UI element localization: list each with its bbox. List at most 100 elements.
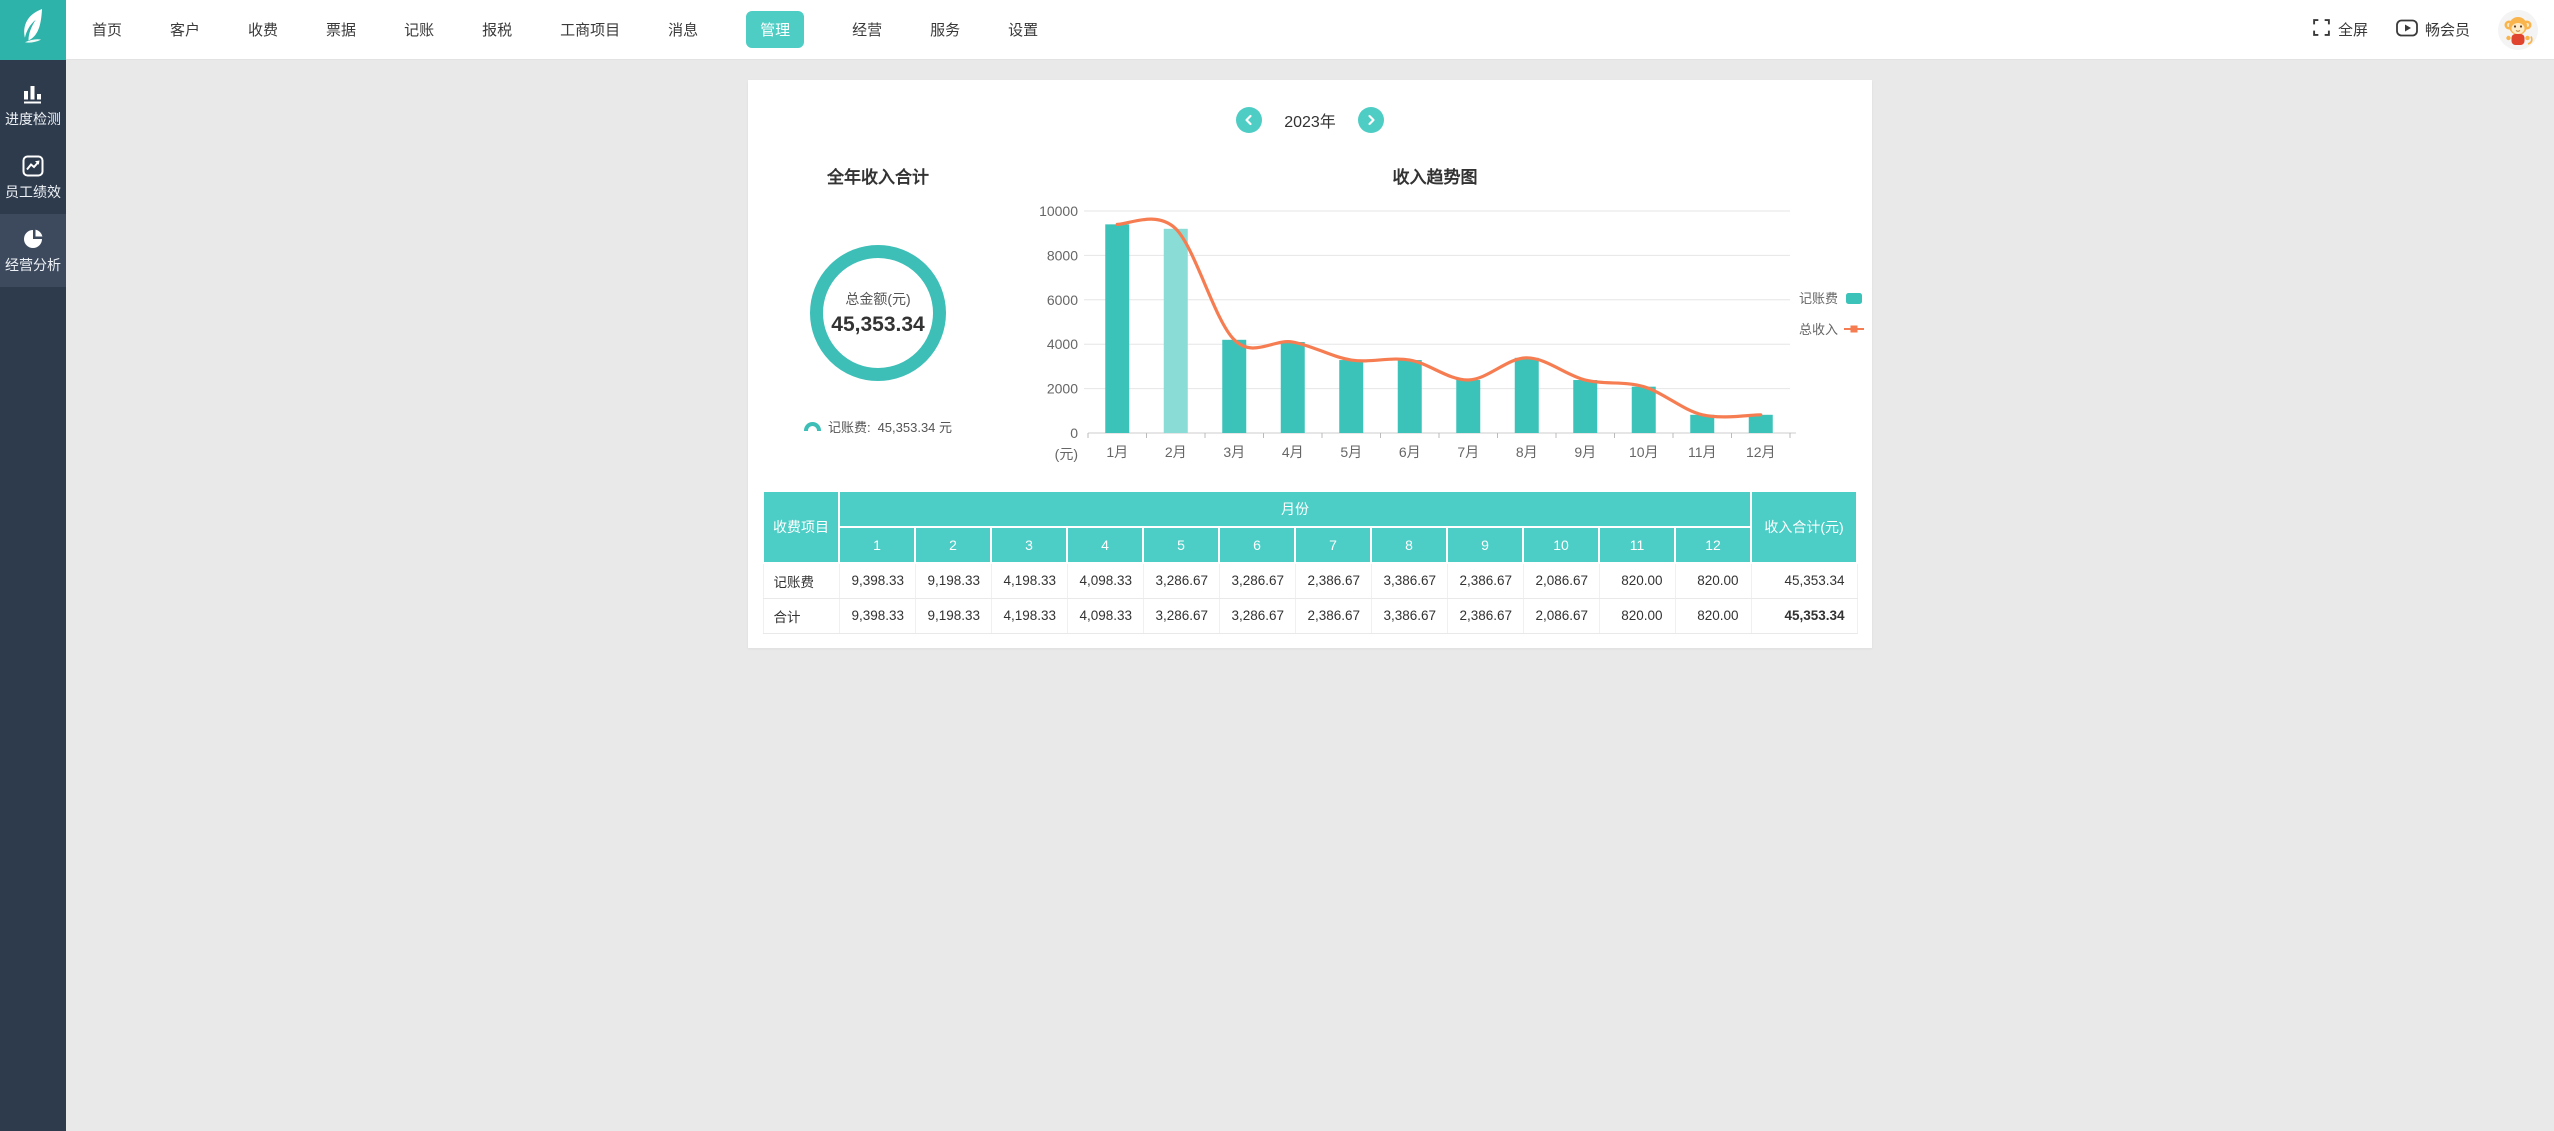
summary-title: 全年收入合计 [827,168,929,187]
nav-item-管理[interactable]: 管理 [746,11,805,48]
chevron-left-icon [1245,114,1252,126]
app-logo[interactable] [0,0,66,60]
y-axis-tick-label: 8000 [1047,247,1078,263]
value-cell: 3,286.67 [1219,598,1296,634]
chart-title: 收入趋势图 [1392,168,1478,187]
value-cell: 3,386.67 [1371,563,1448,599]
bar-6月[interactable] [1397,360,1422,433]
x-axis-label-3月: 3月 [1223,444,1245,460]
user-avatar[interactable] [2498,9,2538,50]
legend-entry-总收入[interactable]: 总收入 [1799,322,1864,337]
y-axis-tick-label: 4000 [1047,336,1078,352]
nav-item-报税[interactable]: 报税 [482,22,513,39]
bar-8月[interactable] [1514,357,1539,433]
table-header-month-10: 10 [1522,526,1600,564]
value-cell: 820.00 [1599,563,1676,599]
bar-9月[interactable] [1573,380,1598,433]
legend-entry-记账费[interactable]: 记账费 [1799,291,1862,306]
line-series-总收入 [1115,217,1763,419]
nav-item-工商项目[interactable]: 工商项目 [560,22,621,39]
value-cell: 9,198.33 [915,563,992,599]
legend-label: 总收入 [1799,322,1838,337]
bar-4月[interactable] [1280,342,1305,433]
x-axis-label-4月: 4月 [1282,444,1304,460]
value-cell: 820.00 [1675,598,1752,634]
table-header-month-2: 2 [914,526,992,564]
nav-item-设置[interactable]: 设置 [1008,22,1039,39]
value-cell: 3,286.67 [1219,563,1296,599]
table-header-month-4: 4 [1066,526,1144,564]
fullscreen-label: 全屏 [2337,22,2368,39]
legend-label: 记账费 [1799,291,1838,306]
ring-legend-label: 记账费: [827,420,871,435]
value-cell: 4,098.33 [1067,598,1144,634]
bar-1月[interactable] [1105,224,1130,433]
income-trend-chart[interactable]: 0 2000 4000 6000 8000 10000 (元) 1月 2月 3月 4月 5月 6月 7月 8… [998,196,1872,468]
year-selector: 2023年 [748,107,1872,133]
table-row-记账费: 记账费 9,398.33 9,198.33 4,198.33 4,098.33 3,286… [762,563,1858,599]
y-axis-unit-label: (元) [1055,446,1078,462]
bar-2月[interactable] [1163,228,1188,433]
nav-right-controls: 全屏 畅会员 [2312,9,2554,50]
nav-item-服务[interactable]: 服务 [930,22,961,39]
bar-3月[interactable] [1222,339,1247,433]
nav-item-客户[interactable]: 客户 [170,22,201,39]
table-header-fee-item: 收费项目 [762,490,840,564]
row-name-cell: 记账费 [762,563,840,599]
chevron-right-icon [1368,114,1375,126]
x-axis-label-7月: 7月 [1457,444,1479,460]
left-sidebar: 进度检测员工绩效经营分析 [0,60,66,1131]
y-axis-tick-label: 0 [1070,425,1078,441]
y-axis-tick-label: 10000 [1039,203,1078,219]
value-cell: 2,386.67 [1295,563,1372,599]
x-axis-label-12月: 12月 [1746,444,1776,460]
performance-chart-icon [21,154,45,178]
arc-legend-marker-icon [803,422,821,431]
fullscreen-button[interactable]: 全屏 [2312,18,2368,41]
value-cell: 2,386.67 [1447,598,1524,634]
annual-income-summary: 全年收入合计 总金额(元) 45,353.34 记账费: 45,353.34 元 [760,167,996,436]
value-cell: 3,386.67 [1371,598,1448,634]
sidebar-item-label: 进度检测 [5,111,61,127]
prev-year-button[interactable] [1236,107,1263,133]
bar-10月[interactable] [1631,386,1656,433]
ring-label: 总金额(元) [845,291,911,307]
monthly-income-table: 收费项目 月份 收入合计(元) 1 2 3 4 5 6 7 8 9 10 11 12 记账费 9,398.33… [762,490,1858,634]
nav-item-记账[interactable]: 记账 [404,22,435,39]
nav-item-首页[interactable]: 首页 [92,22,123,39]
nav-item-消息[interactable]: 消息 [668,22,699,39]
top-nav: 首页 客户 收费 票据 记账 报税 工商项目 消息 管理 经营 服务 设置 全屏 畅会员 [0,0,2554,60]
table-header-month-8: 8 [1370,526,1448,564]
sidebar-item-label: 员工绩效 [5,184,61,200]
next-year-button[interactable] [1357,107,1384,133]
table-header-month-12: 12 [1674,526,1752,564]
member-button[interactable]: 畅会员 [2396,19,2470,41]
sidebar-item-进度检测[interactable]: 进度检测 [0,68,66,141]
member-label: 畅会员 [2424,22,2470,39]
nav-item-收费[interactable]: 收费 [248,22,279,39]
value-cell: 4,198.33 [991,598,1068,634]
table-header-month-5: 5 [1142,526,1220,564]
play-video-icon [2396,19,2418,41]
monkey-avatar-image [2498,9,2538,50]
bar-7月[interactable] [1456,380,1481,433]
value-cell: 4,198.33 [991,563,1068,599]
bar-5月[interactable] [1339,360,1364,433]
value-cell: 9,398.33 [839,563,916,599]
table-header-month-6: 6 [1218,526,1296,564]
x-axis-label-8月: 8月 [1516,444,1538,460]
nav-item-经营[interactable]: 经营 [852,22,883,39]
fullscreen-icon [2312,18,2331,41]
total-amount-ring: 总金额(元) 45,353.34 [810,245,946,381]
bar-12月[interactable] [1748,414,1773,433]
x-axis-label-11月: 11月 [1688,444,1717,460]
row-total-cell: 45,353.34 [1751,563,1858,599]
bar-series-记账费 [1105,224,1773,433]
value-cell: 820.00 [1599,598,1676,634]
sidebar-item-员工绩效[interactable]: 员工绩效 [0,141,66,214]
sidebar-item-经营分析[interactable]: 经营分析 [0,214,66,287]
value-cell: 2,086.67 [1523,598,1600,634]
bar-11月[interactable] [1690,414,1715,433]
nav-item-票据[interactable]: 票据 [326,22,357,39]
income-trend-section: 收入趋势图 0 2000 4000 6000 8000 10000 (元) 1月 2月 3月 4月 5… [998,167,1872,468]
